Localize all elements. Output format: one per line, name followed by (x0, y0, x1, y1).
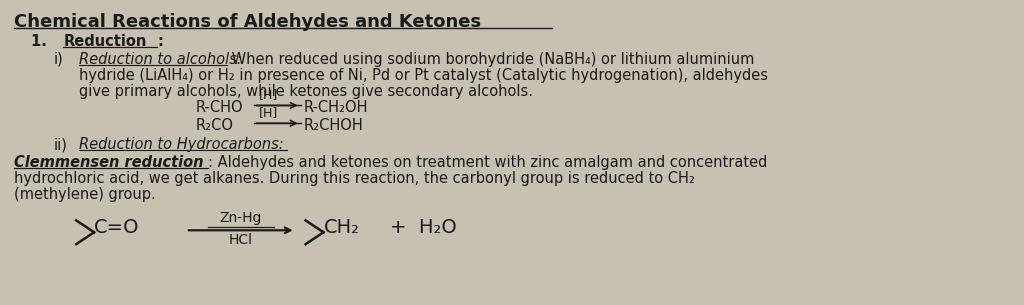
Text: R₂CO: R₂CO (196, 118, 233, 133)
Text: [H]: [H] (259, 106, 278, 119)
Text: i): i) (53, 52, 63, 67)
Text: : Aldehydes and ketones on treatment with zinc amalgam and concentrated: : Aldehydes and ketones on treatment wit… (208, 155, 767, 170)
Text: ii): ii) (53, 137, 68, 152)
Text: (methylene) group.: (methylene) group. (14, 187, 156, 202)
Text: give primary alcohols, while ketones give secondary alcohols.: give primary alcohols, while ketones giv… (79, 84, 534, 99)
Text: Reduction to Hydrocarbons:: Reduction to Hydrocarbons: (79, 137, 284, 152)
Text: Clemmensen reduction: Clemmensen reduction (14, 155, 204, 170)
Text: 1.: 1. (32, 34, 57, 49)
Text: Chemical Reactions of Aldehydes and Ketones: Chemical Reactions of Aldehydes and Keto… (14, 13, 481, 31)
Text: +  H₂O: + H₂O (390, 218, 457, 237)
Text: [H]: [H] (259, 88, 278, 102)
Text: Reduction: Reduction (63, 34, 146, 49)
Text: hydrochloric acid, we get alkanes. During this reaction, the carbonyl group is r: hydrochloric acid, we get alkanes. Durin… (14, 171, 695, 186)
Text: When reduced using sodium borohydride (NaBH₄) or lithium aluminium: When reduced using sodium borohydride (N… (226, 52, 754, 67)
Text: R-CH₂OH: R-CH₂OH (303, 100, 368, 116)
Text: CH₂: CH₂ (324, 218, 359, 237)
Text: R₂CHOH: R₂CHOH (303, 118, 364, 133)
Text: hydride (LiAlH₄) or H₂ in presence of Ni, Pd or Pt catalyst (Catalytic hydrogena: hydride (LiAlH₄) or H₂ in presence of Ni… (79, 68, 768, 83)
Text: HCl: HCl (228, 233, 253, 247)
Text: C=O: C=O (94, 218, 139, 237)
Text: Zn-Hg: Zn-Hg (219, 211, 262, 225)
Text: Reduction to alcohols:: Reduction to alcohols: (79, 52, 242, 67)
Text: :: : (157, 34, 163, 49)
Text: R-CHO: R-CHO (196, 100, 244, 116)
